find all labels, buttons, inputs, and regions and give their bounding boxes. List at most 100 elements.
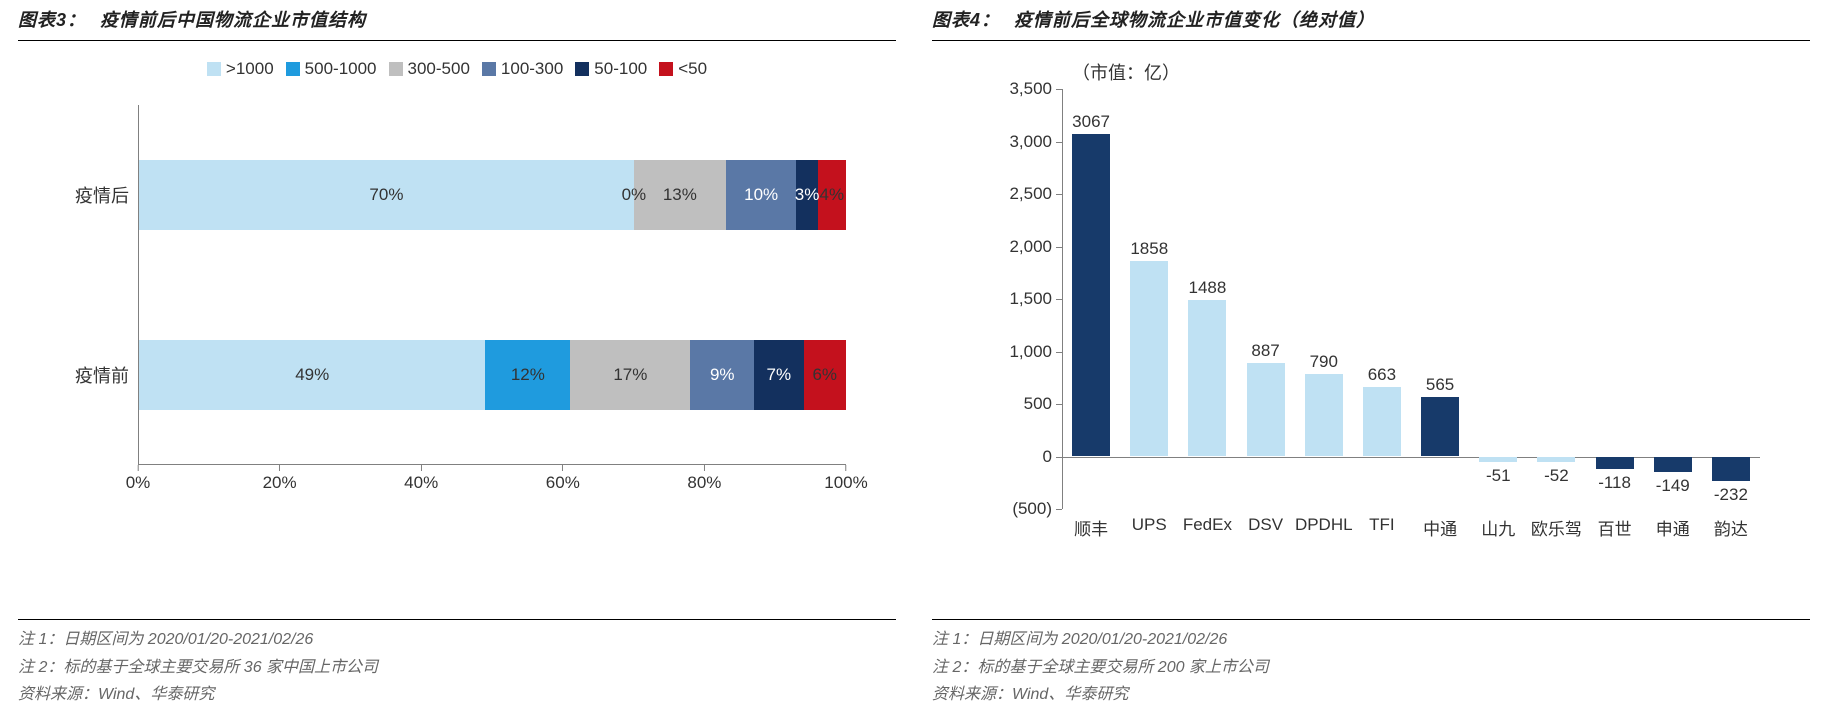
bar-category-label: FedEx bbox=[1183, 515, 1232, 535]
tick-mark bbox=[421, 465, 422, 471]
tick-mark bbox=[1056, 89, 1062, 90]
bar bbox=[1479, 457, 1517, 462]
x-axis-tick-label: 60% bbox=[546, 473, 580, 492]
legend-swatch bbox=[389, 62, 403, 76]
footnote-line: 资料来源：Wind、华泰研究 bbox=[932, 681, 1810, 708]
stacked-bar-segment: 4% bbox=[818, 160, 846, 230]
bar-value-label: -232 bbox=[1714, 485, 1748, 505]
y-axis-tick: 3,500 bbox=[990, 79, 1052, 99]
y-axis-tick: 0 bbox=[990, 447, 1052, 467]
legend-label: >1000 bbox=[226, 59, 274, 79]
legend-swatch bbox=[482, 62, 496, 76]
x-axis-tick: 40% bbox=[404, 465, 438, 493]
legend-label: 50-100 bbox=[594, 59, 647, 79]
left-panel: 图表3： 疫情前后中国物流企业市值结构 >1000 500-1000 300-500… bbox=[0, 0, 914, 708]
y-axis-tick-label: 0 bbox=[1043, 447, 1052, 466]
left-title-prefix: 图表3： bbox=[18, 6, 86, 32]
y-axis-tick-label: (500) bbox=[1012, 499, 1052, 518]
x-axis-tick: 60% bbox=[546, 465, 580, 493]
left-chart-area: >1000500-1000300-500100-30050-100<50 疫情后… bbox=[18, 41, 896, 619]
y-axis-tick: 500 bbox=[990, 394, 1052, 414]
bar bbox=[1072, 134, 1110, 456]
bar-value-label: 3067 bbox=[1072, 112, 1110, 132]
segment-value-label: 10% bbox=[744, 185, 778, 205]
bar-value-label: -52 bbox=[1544, 466, 1569, 486]
legend-item: 300-500 bbox=[389, 59, 470, 79]
legend-swatch bbox=[659, 62, 673, 76]
stacked-bar-plot: 疫情后70%0%13%10%3%4%疫情前49%12%17%9%7%6% bbox=[138, 105, 846, 465]
bar-value-label: 887 bbox=[1251, 341, 1279, 361]
tick-mark bbox=[845, 465, 846, 471]
right-title-prefix: 图表4： bbox=[932, 6, 1000, 32]
bar-chart-plot: (500)05001,0001,5002,0002,5003,0003,5003… bbox=[1062, 89, 1760, 509]
tick-mark bbox=[279, 465, 280, 471]
stacked-bar-row: 疫情前49%12%17%9%7%6% bbox=[139, 340, 846, 410]
bar-value-label: 663 bbox=[1368, 365, 1396, 385]
stacked-bar-legend: >1000500-1000300-500100-30050-100<50 bbox=[68, 59, 846, 79]
tick-mark bbox=[137, 465, 138, 471]
y-axis-tick: 1,500 bbox=[990, 289, 1052, 309]
stacked-bar-segment: 6% bbox=[804, 340, 846, 410]
footnote-line: 注 1：日期区间为 2020/01/20-2021/02/26 bbox=[932, 626, 1810, 653]
right-title: 疫情前后全球物流企业市值变化（绝对值） bbox=[1014, 6, 1375, 32]
segment-value-label: 9% bbox=[710, 365, 735, 385]
right-title-bar: 图表4： 疫情前后全球物流企业市值变化（绝对值） bbox=[932, 0, 1810, 41]
legend-label: 100-300 bbox=[501, 59, 563, 79]
x-axis-tick: 100% bbox=[824, 465, 867, 493]
stacked-bar-segment: 9% bbox=[690, 340, 754, 410]
y-axis-tick: 2,000 bbox=[990, 237, 1052, 257]
x-axis-tick: 0% bbox=[126, 465, 151, 493]
bar-category-label: TFI bbox=[1369, 515, 1395, 535]
stacked-bar-segment: 12% bbox=[485, 340, 570, 410]
x-axis-tick-label: 40% bbox=[404, 473, 438, 492]
bar-value-label: 1858 bbox=[1130, 239, 1168, 259]
legend-swatch bbox=[207, 62, 221, 76]
stacked-bar-segment: 13% bbox=[634, 160, 726, 230]
bar bbox=[1596, 457, 1634, 469]
tick-mark bbox=[1056, 142, 1062, 143]
bar-category-label: 百世 bbox=[1598, 515, 1632, 540]
stacked-bar-segment: 7% bbox=[754, 340, 803, 410]
legend-item: >1000 bbox=[207, 59, 274, 79]
bar-category-label: DPDHL bbox=[1295, 515, 1353, 535]
y-axis-tick: 3,000 bbox=[990, 132, 1052, 152]
segment-value-label: 49% bbox=[295, 365, 329, 385]
tick-mark bbox=[1056, 299, 1062, 300]
bar bbox=[1188, 300, 1226, 456]
stacked-bar-row-label: 疫情后 bbox=[63, 182, 129, 208]
legend-item: 50-100 bbox=[575, 59, 647, 79]
right-footnotes: 注 1：日期区间为 2020/01/20-2021/02/26注 2：标的基于全… bbox=[932, 619, 1810, 708]
y-axis-tick-label: 1,000 bbox=[1009, 342, 1052, 361]
left-title: 疫情前后中国物流企业市值结构 bbox=[100, 6, 366, 32]
x-axis-tick-label: 20% bbox=[263, 473, 297, 492]
bar-category-label: 欧乐驾 bbox=[1531, 515, 1582, 540]
y-axis-tick: 1,000 bbox=[990, 342, 1052, 362]
bar-category-label: 顺丰 bbox=[1074, 515, 1108, 540]
legend-swatch bbox=[286, 62, 300, 76]
bar-category-label: 韵达 bbox=[1714, 515, 1748, 540]
y-axis-tick-label: 2,500 bbox=[1009, 184, 1052, 203]
left-footnotes: 注 1：日期区间为 2020/01/20-2021/02/26注 2：标的基于全… bbox=[18, 619, 896, 708]
legend-item: 500-1000 bbox=[286, 59, 377, 79]
bar bbox=[1421, 397, 1459, 456]
legend-swatch bbox=[575, 62, 589, 76]
tick-mark bbox=[562, 465, 563, 471]
tick-mark bbox=[704, 465, 705, 471]
tick-mark bbox=[1056, 194, 1062, 195]
tick-mark bbox=[1056, 404, 1062, 405]
y-axis-tick-label: 3,000 bbox=[1009, 132, 1052, 151]
footnote-line: 注 2：标的基于全球主要交易所 200 家上市公司 bbox=[932, 654, 1810, 681]
segment-value-label: 17% bbox=[613, 365, 647, 385]
segment-value-label: 0% bbox=[622, 185, 647, 205]
tick-mark bbox=[1056, 247, 1062, 248]
stacked-bar-segment: 17% bbox=[570, 340, 690, 410]
y-axis-tick-label: 1,500 bbox=[1009, 289, 1052, 308]
stacked-bar-row: 疫情后70%0%13%10%3%4% bbox=[139, 160, 846, 230]
bar bbox=[1305, 374, 1343, 457]
segment-value-label: 12% bbox=[511, 365, 545, 385]
bar-category-label: UPS bbox=[1132, 515, 1167, 535]
footnote-line: 注 1：日期区间为 2020/01/20-2021/02/26 bbox=[18, 626, 896, 653]
bar bbox=[1363, 387, 1401, 457]
y-axis-tick: 2,500 bbox=[990, 184, 1052, 204]
bar-value-label: -51 bbox=[1486, 466, 1511, 486]
